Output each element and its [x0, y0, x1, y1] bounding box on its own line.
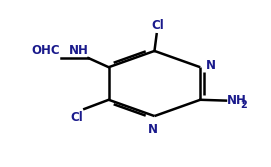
Text: NH: NH	[227, 94, 247, 107]
Text: N: N	[148, 123, 158, 136]
Text: Cl: Cl	[70, 111, 83, 124]
Text: Cl: Cl	[151, 19, 164, 32]
Text: N: N	[206, 59, 216, 72]
Text: OHC: OHC	[32, 44, 60, 57]
Text: NH: NH	[69, 44, 89, 57]
Text: 2: 2	[241, 100, 247, 110]
